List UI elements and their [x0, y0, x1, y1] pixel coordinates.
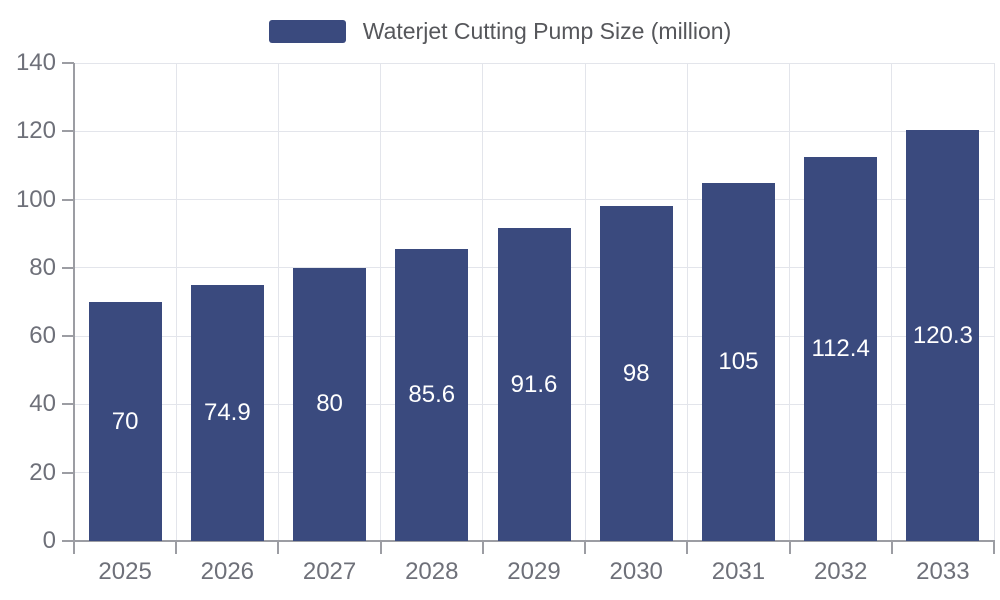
bar[interactable]: 98: [599, 206, 673, 541]
x-axis-tick: [584, 542, 587, 554]
y-axis-tick-label: 120: [15, 117, 56, 145]
gridline-vertical: [584, 63, 586, 541]
x-axis-tick: [379, 542, 382, 554]
x-axis-tick: [993, 542, 995, 554]
y-axis-tick-label: 140: [15, 49, 56, 76]
y-axis-tick: [62, 62, 74, 64]
y-axis-line: [73, 63, 75, 541]
y-axis-tick-label: 80: [29, 253, 56, 281]
y-axis-tick: [62, 130, 74, 133]
x-axis-label: 2027: [302, 558, 357, 585]
x-axis-tick: [788, 542, 791, 554]
gridline-horizontal: [74, 130, 994, 132]
bar[interactable]: 105: [701, 182, 775, 541]
bar-value-label: 70: [111, 407, 139, 435]
x-axis-label: 2026: [200, 558, 255, 585]
bar-value-label: 74.9: [203, 399, 251, 427]
y-axis-tick-label: 60: [29, 322, 56, 350]
y-axis-tick: [62, 540, 74, 542]
gridline-vertical: [891, 63, 893, 541]
bar-value-label: 91.6: [510, 370, 558, 398]
y-axis-tick: [62, 335, 74, 338]
bar-value-label: 112.4: [811, 335, 870, 363]
bar[interactable]: 120.3: [906, 130, 980, 541]
x-axis-tick: [277, 542, 280, 554]
legend-marker: [268, 19, 346, 43]
x-axis-tick: [481, 542, 484, 554]
x-axis-label: 2029: [507, 558, 561, 585]
gridline-horizontal: [74, 199, 994, 201]
bar[interactable]: 80: [293, 267, 367, 541]
bar[interactable]: 85.6: [395, 248, 469, 541]
bar-value-label: 85.6: [408, 380, 456, 408]
y-axis-tick: [62, 266, 74, 269]
x-axis-label: 2031: [711, 558, 766, 585]
y-axis-tick: [62, 403, 74, 406]
bar[interactable]: 70: [88, 302, 162, 541]
y-axis-tick-label: 40: [29, 390, 56, 418]
y-axis-tick-label: 20: [29, 458, 56, 486]
bar-value-label: 105: [718, 347, 759, 375]
bar-value-label: 120.3: [912, 321, 973, 349]
bar-value-label: 98: [622, 359, 650, 387]
gridline-vertical: [175, 63, 177, 541]
y-axis-tick-label: 100: [15, 185, 56, 213]
bar[interactable]: 91.6: [497, 228, 571, 541]
bar[interactable]: 74.9: [190, 285, 264, 541]
legend-label: Waterjet Cutting Pump Size (million): [362, 18, 732, 44]
gridline-vertical: [993, 63, 995, 541]
gridline-vertical: [380, 63, 382, 541]
gridline-horizontal: [74, 62, 994, 64]
y-axis-tick-label: 0: [42, 527, 56, 554]
x-axis-label: 2025: [98, 558, 152, 585]
x-axis-tick: [686, 542, 689, 554]
gridline-vertical: [482, 63, 484, 541]
legend-item[interactable]: Waterjet Cutting Pump Size (million): [0, 19, 1000, 43]
x-axis-label: 2032: [813, 558, 868, 585]
gridline-vertical: [277, 63, 279, 541]
bar-value-label: 80: [316, 390, 343, 418]
y-axis-tick: [62, 198, 74, 201]
x-axis-label: 2033: [916, 558, 970, 585]
x-axis-tick: [890, 542, 893, 554]
y-axis-tick: [62, 471, 74, 474]
x-axis-label: 2030: [609, 558, 663, 585]
gridline-vertical: [789, 63, 791, 541]
x-axis-line: [73, 540, 995, 542]
gridline-vertical: [686, 63, 688, 541]
x-axis-tick: [73, 542, 75, 554]
bar[interactable]: 112.4: [804, 157, 878, 541]
x-axis-tick: [175, 542, 178, 554]
x-axis-label: 2028: [405, 558, 459, 585]
